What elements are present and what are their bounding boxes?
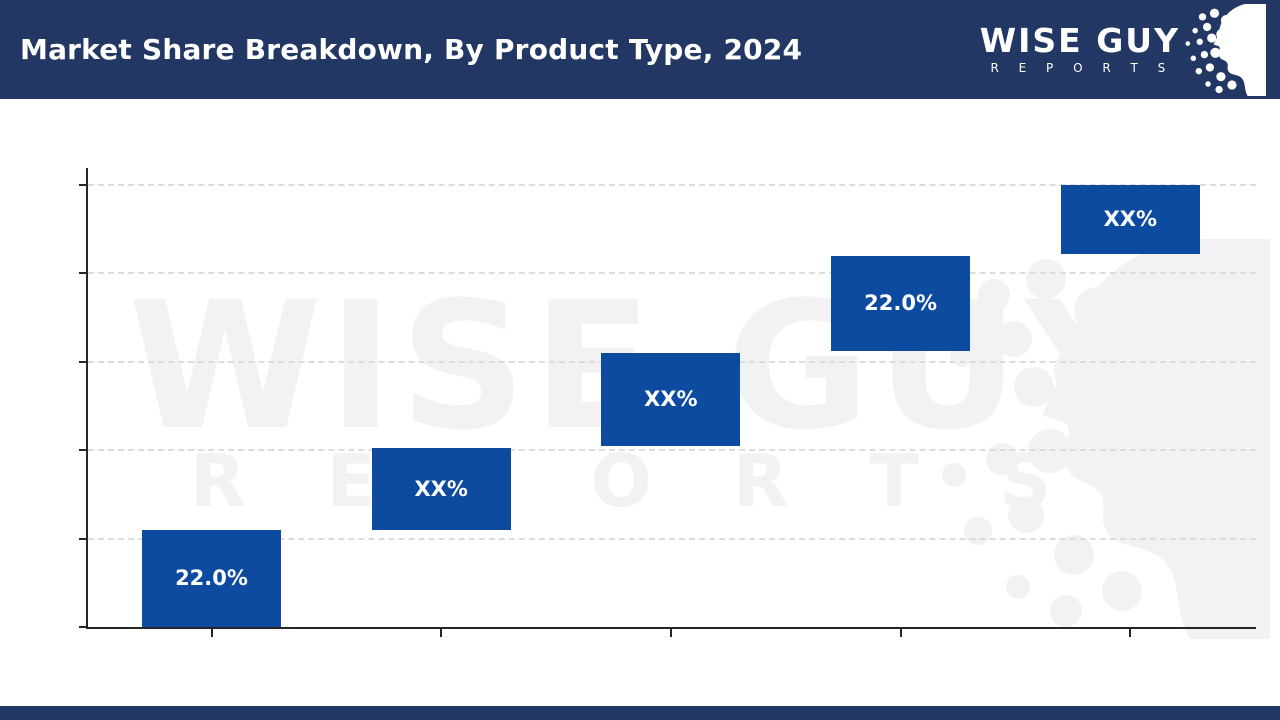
y-tick-mark: [79, 272, 88, 275]
x-tick-mark: [669, 629, 672, 637]
bar-value-label: XX%: [644, 387, 698, 412]
gridline: [88, 537, 1256, 540]
x-tick-mark: [210, 629, 213, 637]
bar-value-label: 22.0%: [864, 291, 938, 316]
y-tick-mark: [79, 360, 88, 363]
bar-value-label: XX%: [1103, 207, 1158, 232]
gridline: [88, 449, 1256, 452]
y-axis-line: [86, 168, 88, 629]
bar-feather-toys: XX%: [1060, 185, 1200, 254]
y-tick-mark: [79, 626, 88, 628]
logo-subtitle: R E P O R T S: [990, 61, 1174, 75]
bar-wands: 22.0%: [142, 529, 281, 627]
y-tick-mark: [79, 184, 88, 186]
bar-ball-toys: 22.0%: [831, 255, 971, 351]
bar-laser-toys: XX%: [371, 447, 511, 530]
wise-guy-logo: WISE GUY R E P O R T S: [980, 4, 1280, 96]
logo-wordmark: WISE GUY: [979, 21, 1180, 60]
footer-band: [0, 706, 1280, 720]
logo-text: WISE GUY R E P O R T S: [980, 24, 1180, 75]
x-tick-mark: [440, 629, 443, 637]
header-band: Market Share Breakdown, By Product Type,…: [0, 0, 1280, 99]
x-tick-mark: [899, 629, 902, 637]
gridline: [88, 184, 1256, 186]
x-axis-line: [86, 627, 1256, 629]
bar-value-label: XX%: [414, 476, 468, 501]
bar-interactive-scratching-toys: XX%: [601, 352, 741, 446]
page-title: Market Share Breakdown, By Product Type,…: [20, 33, 803, 66]
gridline: [88, 272, 1256, 275]
y-tick-mark: [79, 537, 88, 540]
bar-value-label: 22.0%: [175, 566, 248, 591]
x-tick-mark: [1129, 629, 1132, 637]
y-tick-mark: [79, 449, 88, 452]
